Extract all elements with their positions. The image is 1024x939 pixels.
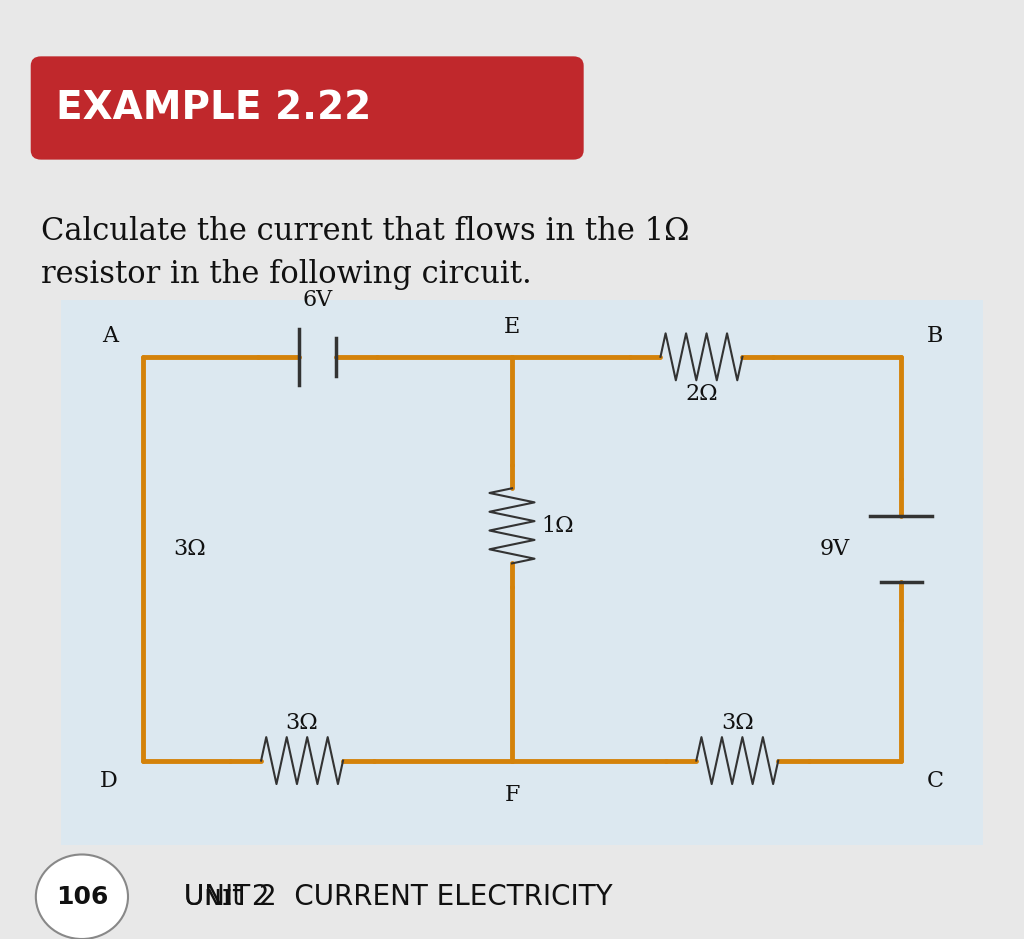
Text: 3Ω: 3Ω [173, 538, 206, 561]
Text: 2Ω: 2Ω [685, 383, 718, 406]
Text: 3Ω: 3Ω [286, 712, 318, 734]
Text: E: E [504, 316, 520, 338]
Text: Calculate the current that flows in the 1Ω
resistor in the following circuit.: Calculate the current that flows in the … [41, 216, 689, 290]
Text: A: A [101, 326, 118, 347]
Text: UNIT 2  CURRENT ELECTRICITY: UNIT 2 CURRENT ELECTRICITY [184, 883, 613, 911]
Text: B: B [927, 326, 943, 347]
Circle shape [36, 854, 128, 939]
Text: 6V: 6V [302, 289, 333, 312]
Text: F: F [504, 784, 520, 806]
Text: 1Ω: 1Ω [542, 515, 574, 537]
FancyBboxPatch shape [31, 56, 584, 160]
Text: 106: 106 [55, 885, 109, 909]
Text: EXAMPLE 2.22: EXAMPLE 2.22 [56, 89, 372, 127]
Text: D: D [100, 770, 118, 792]
Text: C: C [927, 770, 944, 792]
Text: 9V: 9V [819, 538, 850, 561]
Text: 3Ω: 3Ω [721, 712, 754, 734]
FancyBboxPatch shape [61, 300, 983, 845]
Text: Uɴɪt 2: Uɴɪt 2 [184, 883, 288, 911]
